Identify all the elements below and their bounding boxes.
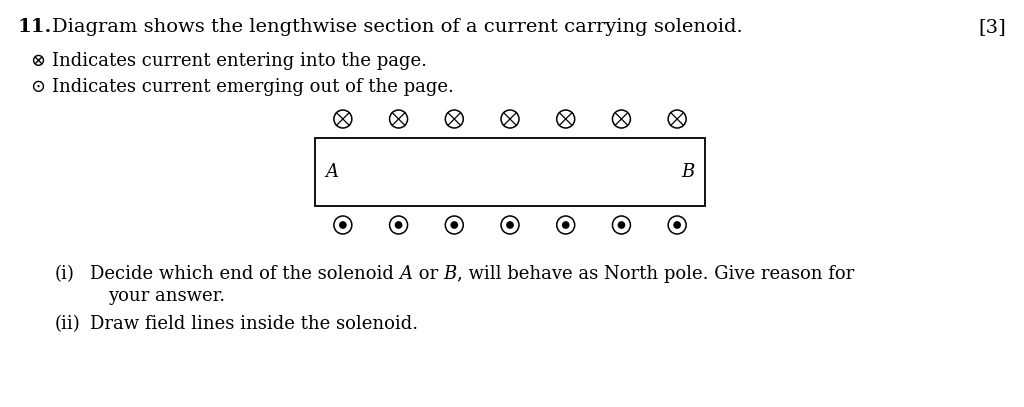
Circle shape	[334, 216, 352, 234]
Circle shape	[618, 222, 625, 228]
Text: A: A	[399, 265, 413, 283]
Text: Decide which end of the solenoid: Decide which end of the solenoid	[90, 265, 399, 283]
Circle shape	[562, 222, 569, 228]
Text: or: or	[413, 265, 443, 283]
Text: Diagram shows the lengthwise section of a current carrying solenoid.: Diagram shows the lengthwise section of …	[52, 18, 742, 36]
Circle shape	[668, 110, 686, 128]
Text: B: B	[443, 265, 457, 283]
Circle shape	[395, 222, 401, 228]
Circle shape	[501, 110, 519, 128]
Circle shape	[668, 216, 686, 234]
Text: Indicates current entering into the page.: Indicates current entering into the page…	[52, 52, 427, 70]
Text: Indicates current emerging out of the page.: Indicates current emerging out of the pa…	[52, 78, 454, 96]
Text: ⊗: ⊗	[31, 52, 45, 70]
Text: (i): (i)	[55, 265, 75, 283]
Circle shape	[334, 110, 352, 128]
Text: [3]: [3]	[978, 18, 1006, 36]
Circle shape	[612, 110, 631, 128]
Text: ⊙: ⊙	[31, 78, 45, 96]
Circle shape	[445, 110, 463, 128]
Circle shape	[674, 222, 680, 228]
Text: your answer.: your answer.	[108, 287, 225, 305]
Circle shape	[507, 222, 513, 228]
Circle shape	[501, 216, 519, 234]
Text: 11.: 11.	[18, 18, 52, 36]
Text: (ii): (ii)	[55, 315, 81, 333]
Circle shape	[340, 222, 346, 228]
Bar	[315, 138, 705, 206]
Circle shape	[557, 110, 574, 128]
Circle shape	[445, 216, 463, 234]
Text: , will behave as North pole. Give reason for: , will behave as North pole. Give reason…	[457, 265, 854, 283]
Text: B: B	[682, 163, 695, 181]
Text: Draw field lines inside the solenoid.: Draw field lines inside the solenoid.	[90, 315, 418, 333]
Circle shape	[612, 216, 631, 234]
Circle shape	[452, 222, 458, 228]
Circle shape	[389, 216, 408, 234]
Text: A: A	[325, 163, 338, 181]
Circle shape	[389, 110, 408, 128]
Circle shape	[557, 216, 574, 234]
